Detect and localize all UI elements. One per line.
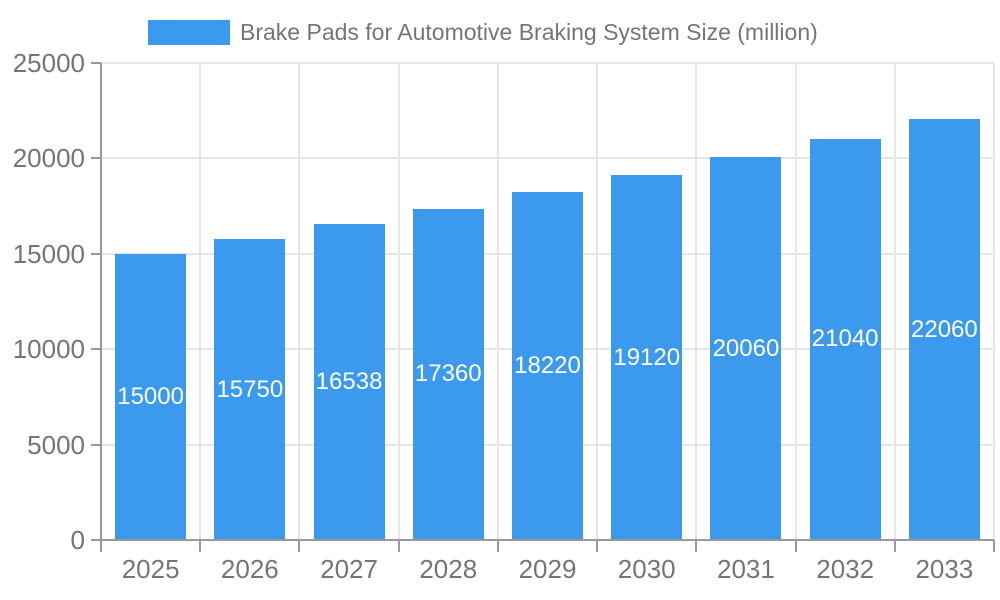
x-tick-label: 2030 [617,554,676,584]
y-gridline [101,157,994,160]
bar[interactable] [313,224,385,540]
legend-label: Brake Pads for Automotive Braking System… [240,19,818,45]
x-tick-mark [993,540,995,552]
y-tick-label: 25000 [12,48,85,78]
x-gridline [496,63,499,540]
x-tick-label: 2029 [518,554,577,584]
x-gridline [893,63,896,540]
x-gridline [695,63,698,540]
x-tick-label: 2027 [320,554,378,584]
x-gridline [993,63,995,540]
x-tick-label: 2033 [915,554,974,584]
x-tick-mark [397,540,400,552]
x-gridline [794,63,797,540]
y-tick-mark [91,348,101,351]
x-gridline [199,63,202,540]
bar[interactable] [611,175,683,540]
x-tick-mark [199,540,202,552]
x-tick-label: 2028 [419,554,478,584]
y-tick-label: 15000 [12,238,85,269]
x-tick-mark [298,540,301,552]
bar[interactable] [710,157,782,540]
bar[interactable] [412,208,484,540]
legend[interactable]: Brake Pads for Automotive Braking System… [148,18,818,46]
y-tick-mark [91,539,101,541]
y-tick-label: 10000 [12,334,85,365]
x-axis-line [101,539,994,541]
bar[interactable] [908,119,980,540]
y-tick-mark [91,62,101,64]
y-tick-mark [91,443,101,446]
bar[interactable] [512,192,583,540]
x-tick-label: 2031 [717,554,775,584]
x-tick-label: 2025 [121,554,180,584]
bar[interactable] [214,239,286,540]
x-gridline [298,63,301,540]
x-tick-mark [496,540,499,552]
x-tick-label: 2032 [816,554,875,584]
bar[interactable] [809,138,881,540]
x-tick-mark [893,540,896,552]
x-tick-label: 2026 [220,554,279,584]
x-tick-mark [695,540,698,552]
y-tick-label: 20000 [12,143,85,174]
y-tick-mark [91,157,101,160]
legend-swatch-icon [148,19,230,45]
y-tick-label: 0 [70,525,85,555]
x-gridline [596,63,599,540]
y-tick-label: 5000 [27,429,85,460]
bar[interactable] [115,253,187,540]
y-axis-line [100,63,102,552]
x-tick-mark [596,540,599,552]
y-tick-mark [91,252,101,255]
y-gridline [101,62,994,64]
x-tick-mark [794,540,797,552]
x-gridline [397,63,400,540]
